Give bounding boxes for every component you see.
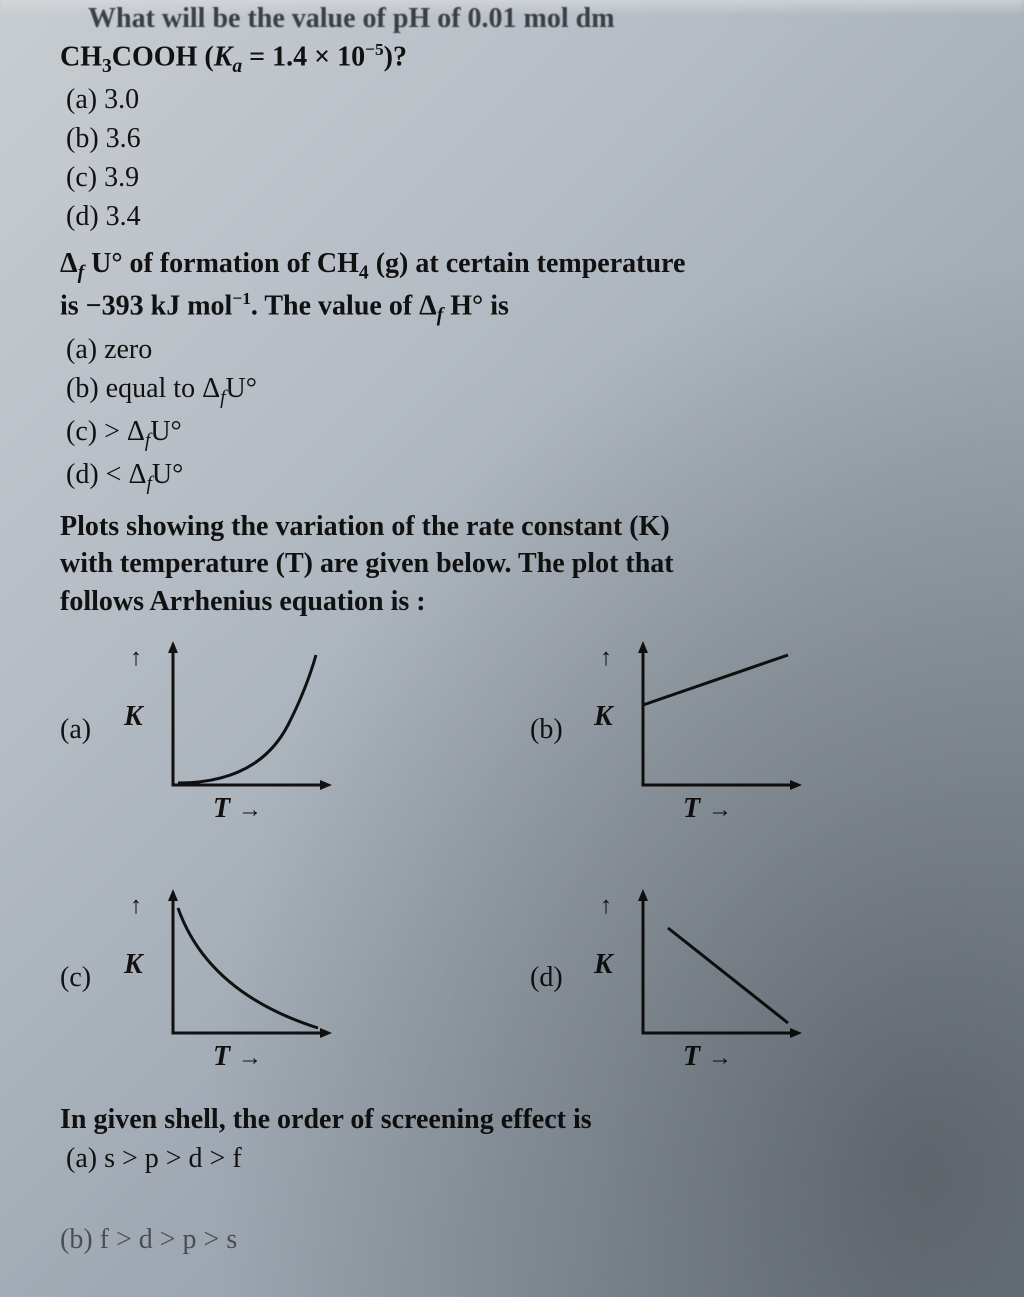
q1-opt-b: (b) 3.6 [66, 120, 984, 158]
question-4: In given shell, the order of screening e… [60, 1101, 984, 1178]
q2c-pre: (c) > Δ [66, 416, 145, 447]
q1-stem-line1: What will be the value of pH of 0.01 mol… [88, 0, 984, 38]
q4-opt-a: (a) s > p > d > f [66, 1140, 984, 1178]
q1-end: )? [384, 41, 407, 72]
question-3: Plots showing the variation of the rate … [60, 508, 984, 1091]
q2-stem-line2: is −393 kJ mol−1. The value of Δf H° is [42, 287, 984, 329]
q1-opt-d: (d) 3.4 [66, 198, 984, 236]
plot-d-uparrow: ↑ [600, 893, 612, 919]
q2-opt-c: (c) > ΔfU° [66, 413, 984, 455]
plot-c-curve [178, 908, 318, 1028]
plot-d-xlabel: T [683, 1041, 702, 1072]
q3-line3: follows Arrhenius equation is : [60, 583, 984, 621]
plot-c-ylabel: K [123, 949, 145, 980]
q1-sub3: 3 [102, 56, 112, 77]
q2d-pre: (d) < Δ [66, 459, 146, 490]
q2-l2c: H° is [443, 291, 509, 322]
q2-l2sup: −1 [232, 289, 251, 308]
q1-eq: = 1.4 × 10 [242, 41, 365, 72]
q1-ka: a [232, 56, 242, 77]
q2-opt-d: (d) < ΔfU° [66, 456, 984, 498]
q3-label-d: (d) [530, 959, 578, 997]
question-1: What will be the value of pH of 0.01 mol… [60, 0, 984, 235]
q4-options: (a) s > p > d > f [60, 1140, 984, 1178]
q1-ch: CH [60, 41, 102, 72]
plot-a-uparrow: ↑ [130, 645, 142, 671]
q2-mid: U° of formation of CH [84, 248, 359, 279]
plot-b-curve [643, 655, 788, 705]
q2-l2b: . The value of Δ [251, 291, 437, 322]
plot-d-svg: ↑ K T → [588, 883, 808, 1073]
q1-options: (a) 3.0 (b) 3.6 (c) 3.9 (d) 3.4 [60, 81, 984, 235]
q3-plots: (a) ↑ K T → (b) ↑ K T [60, 635, 984, 1091]
q2-l2a: is −393 kJ mol [60, 291, 232, 322]
q2-4: 4 [359, 263, 369, 284]
plot-b-svg: ↑ K T → [588, 635, 808, 825]
plot-a-ylabel: K [123, 701, 145, 732]
q1-stem-text: What will be the value of pH of 0.01 mol… [88, 3, 615, 34]
q1-opt-a: (a) 3.0 [66, 81, 984, 119]
plot-a-curve [178, 655, 316, 783]
q3-label-b: (b) [530, 711, 578, 749]
plot-a-xlabel: T [213, 793, 232, 824]
q3-plot-c: (c) ↑ K T → [60, 883, 490, 1073]
plot-c-uparrow: ↑ [130, 893, 142, 919]
q2-delta: Δ [60, 248, 78, 279]
plot-a-svg: ↑ K T → [118, 635, 338, 825]
plot-b-uparrow: ↑ [600, 645, 612, 671]
q3-line1: Plots showing the variation of the rate … [60, 508, 984, 546]
q4-opt-b-cut: (b) f > d > p > s [60, 1221, 237, 1259]
q2d-post: U° [152, 459, 183, 490]
q3-label-c: (c) [60, 959, 108, 997]
q3-label-a: (a) [60, 711, 108, 749]
plot-b-xarrow: → [708, 797, 732, 823]
q2-options: (a) zero (b) equal to ΔfU° (c) > ΔfU° (d… [42, 331, 984, 498]
plot-b-xlabel: T [683, 793, 702, 824]
plot-c-svg: ↑ K T → [118, 883, 338, 1073]
plot-c-xarrow: → [238, 1045, 262, 1071]
plot-d-xarrow: → [708, 1045, 732, 1071]
q1-opt-c: (c) 3.9 [66, 159, 984, 197]
q1-k: K [214, 41, 233, 72]
q1-stem-line2: CH3COOH (Ka = 1.4 × 10−5)? [60, 38, 984, 80]
plot-c-xlabel: T [213, 1041, 232, 1072]
q3-plot-b: (b) ↑ K T → [530, 635, 960, 825]
q4-stem: In given shell, the order of screening e… [60, 1101, 984, 1139]
q1-sup: −5 [365, 40, 384, 59]
q2b-post: U° [226, 373, 257, 404]
question-2: Δf U° of formation of CH4 (g) at certain… [42, 245, 984, 497]
q2-stem-line1: Δf U° of formation of CH4 (g) at certain… [42, 245, 984, 287]
plot-b-ylabel: K [593, 701, 615, 732]
q2b-pre: (b) equal to Δ [66, 373, 220, 404]
plot-d-ylabel: K [593, 949, 615, 980]
plot-d-curve [668, 928, 788, 1023]
q2c-post: U° [150, 416, 181, 447]
q2-opt-a: (a) zero [66, 331, 984, 369]
q2-opt-b: (b) equal to ΔfU° [66, 370, 984, 412]
q3-plot-d: (d) ↑ K T → [530, 883, 960, 1073]
q1-cooh: COOH ( [112, 41, 214, 72]
q3-line2: with temperature (T) are given below. Th… [60, 545, 984, 583]
q3-plot-a: (a) ↑ K T → [60, 635, 490, 825]
q2-end1: (g) at certain temperature [369, 248, 686, 279]
plot-a-xarrow: → [238, 797, 262, 823]
